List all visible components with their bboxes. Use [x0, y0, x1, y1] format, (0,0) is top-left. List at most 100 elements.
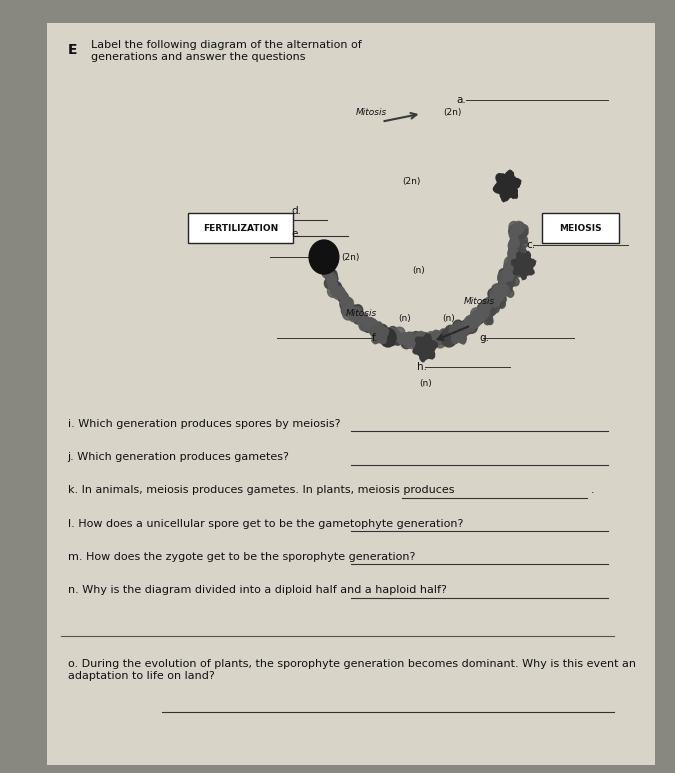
- Circle shape: [508, 258, 515, 267]
- Text: MEIOSIS: MEIOSIS: [559, 223, 602, 233]
- Text: o. During the evolution of plants, the sporophyte generation becomes dominant. W: o. During the evolution of plants, the s…: [68, 659, 635, 681]
- Circle shape: [340, 291, 346, 298]
- Circle shape: [324, 264, 329, 270]
- Circle shape: [495, 284, 504, 294]
- Circle shape: [462, 324, 471, 335]
- Circle shape: [334, 286, 344, 298]
- Circle shape: [507, 258, 516, 268]
- Circle shape: [512, 230, 518, 237]
- Circle shape: [402, 333, 412, 344]
- Text: l. How does a unicellular spore get to be the gametophyte generation?: l. How does a unicellular spore get to b…: [68, 519, 463, 529]
- Circle shape: [504, 270, 509, 277]
- Circle shape: [450, 328, 456, 335]
- Circle shape: [486, 304, 496, 315]
- Circle shape: [472, 311, 480, 319]
- Circle shape: [512, 278, 519, 286]
- Circle shape: [498, 300, 506, 308]
- Circle shape: [463, 325, 469, 333]
- Circle shape: [482, 303, 487, 309]
- Circle shape: [356, 314, 365, 323]
- Circle shape: [513, 241, 521, 250]
- Circle shape: [430, 332, 438, 342]
- Circle shape: [485, 302, 493, 312]
- Circle shape: [328, 280, 334, 288]
- Circle shape: [421, 336, 429, 345]
- Circle shape: [331, 279, 335, 285]
- Circle shape: [505, 284, 512, 292]
- Circle shape: [508, 267, 516, 277]
- Circle shape: [380, 330, 385, 337]
- Circle shape: [480, 301, 490, 313]
- Circle shape: [342, 305, 352, 315]
- Circle shape: [427, 334, 437, 346]
- Circle shape: [512, 278, 516, 282]
- Circle shape: [401, 336, 412, 349]
- Circle shape: [477, 307, 486, 318]
- Circle shape: [366, 318, 377, 331]
- Circle shape: [340, 295, 350, 307]
- Circle shape: [439, 329, 446, 337]
- Circle shape: [362, 317, 371, 326]
- Text: (n): (n): [443, 314, 456, 323]
- Circle shape: [511, 251, 517, 259]
- Circle shape: [516, 269, 521, 274]
- Circle shape: [341, 298, 346, 304]
- Circle shape: [497, 295, 504, 302]
- Circle shape: [485, 315, 493, 324]
- Circle shape: [506, 261, 516, 274]
- Circle shape: [450, 328, 456, 335]
- Circle shape: [412, 339, 418, 346]
- Circle shape: [326, 270, 331, 276]
- Circle shape: [499, 269, 508, 280]
- Circle shape: [340, 299, 348, 308]
- Circle shape: [497, 298, 504, 308]
- Circle shape: [491, 294, 497, 300]
- Circle shape: [348, 308, 356, 318]
- Circle shape: [502, 287, 510, 296]
- Circle shape: [509, 225, 519, 237]
- Circle shape: [340, 292, 348, 302]
- Circle shape: [388, 334, 398, 346]
- Circle shape: [327, 270, 337, 281]
- Circle shape: [391, 330, 397, 337]
- Circle shape: [424, 338, 430, 346]
- Circle shape: [474, 316, 482, 325]
- Circle shape: [456, 325, 465, 335]
- Circle shape: [487, 304, 495, 312]
- Circle shape: [464, 316, 475, 328]
- Circle shape: [342, 305, 351, 316]
- Circle shape: [517, 261, 524, 270]
- Text: (2n): (2n): [341, 253, 359, 261]
- Circle shape: [492, 298, 497, 304]
- Circle shape: [375, 327, 383, 337]
- Text: f.: f.: [371, 332, 378, 342]
- Circle shape: [341, 299, 348, 308]
- Text: Mitosis: Mitosis: [346, 308, 377, 318]
- Circle shape: [484, 317, 491, 325]
- FancyBboxPatch shape: [188, 213, 293, 243]
- Circle shape: [469, 319, 478, 329]
- Circle shape: [329, 277, 338, 286]
- Circle shape: [406, 332, 417, 344]
- Circle shape: [516, 255, 522, 262]
- Circle shape: [335, 289, 344, 298]
- Circle shape: [509, 245, 518, 256]
- Circle shape: [398, 337, 404, 344]
- Circle shape: [361, 316, 367, 322]
- Circle shape: [510, 250, 520, 261]
- Circle shape: [442, 331, 452, 342]
- Circle shape: [327, 274, 331, 279]
- Circle shape: [397, 338, 402, 344]
- Circle shape: [509, 276, 514, 282]
- Circle shape: [406, 336, 414, 345]
- Circle shape: [504, 270, 514, 281]
- Circle shape: [458, 322, 466, 333]
- Circle shape: [440, 337, 446, 344]
- Circle shape: [489, 300, 497, 309]
- Circle shape: [512, 241, 518, 249]
- Circle shape: [423, 338, 431, 347]
- Circle shape: [345, 301, 350, 307]
- Circle shape: [501, 281, 506, 287]
- Circle shape: [338, 292, 347, 302]
- Circle shape: [500, 296, 506, 303]
